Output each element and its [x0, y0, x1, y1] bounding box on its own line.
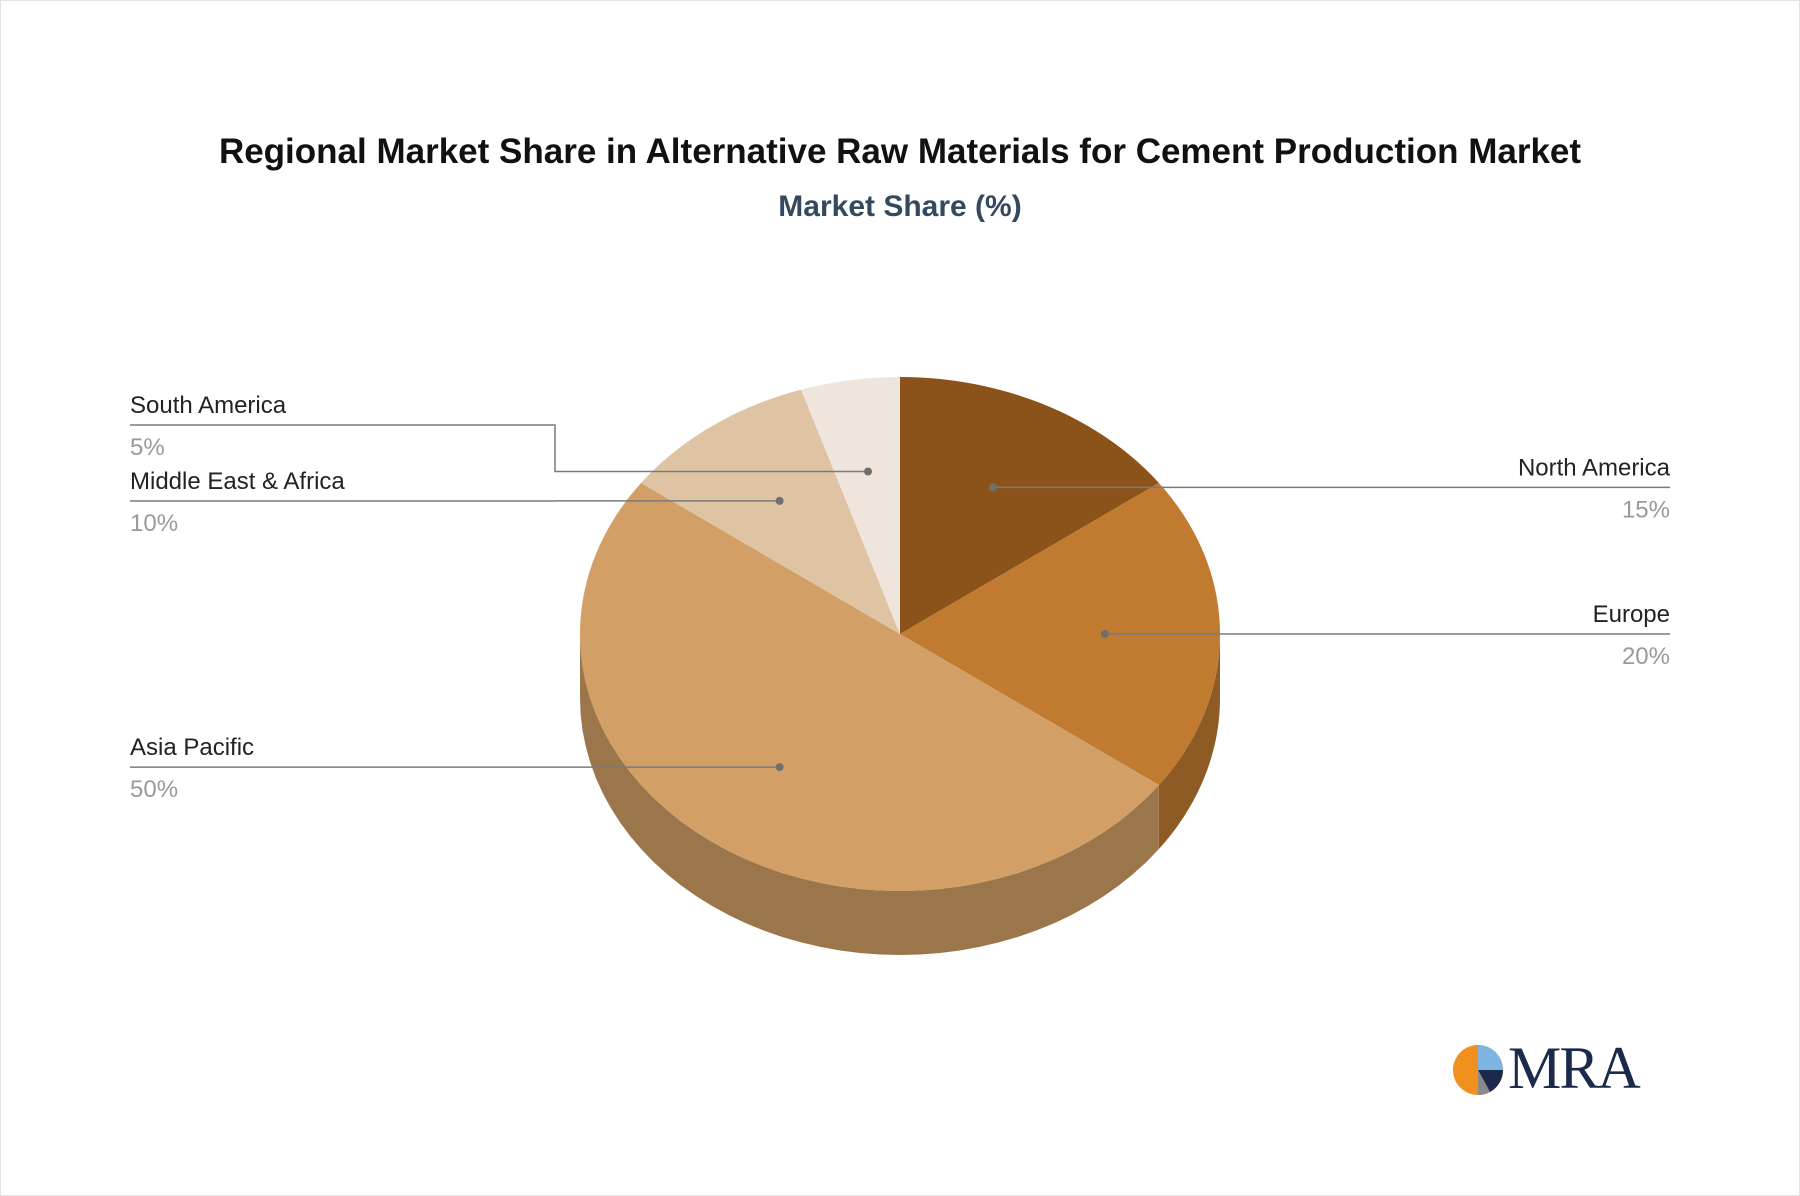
category-label-asia-pacific: Asia Pacific [130, 734, 254, 761]
pie-slice-asia-pacific[interactable] [580, 482, 1159, 891]
pie-slice-side-asia-pacific [580, 634, 1159, 955]
mra-logo: MRA [1450, 1035, 1641, 1101]
leader-line-south-america [130, 424, 868, 473]
logo-pie-icon [1453, 1045, 1504, 1096]
value-label-south-america: 5% [130, 434, 165, 461]
pie-slice-middle-east-africa[interactable] [641, 389, 900, 634]
chart-subtitle: Market Share (%) [778, 190, 1022, 223]
value-label-middle-east-africa: 10% [130, 510, 178, 537]
category-label-europe: Europe [1593, 601, 1670, 628]
chart-title: Regional Market Share in Alternative Raw… [218, 132, 1582, 171]
pie-slice-europe[interactable] [900, 482, 1220, 786]
pie-slice-south-america[interactable] [801, 377, 900, 634]
pie-slice-north-america[interactable] [900, 377, 1159, 634]
value-label-asia-pacific: 50% [130, 776, 178, 803]
category-label-north-america: North America [1518, 454, 1671, 481]
category-label-south-america: South America [130, 392, 287, 419]
leader-dot-north-america [989, 483, 997, 492]
value-label-europe: 20% [1622, 643, 1670, 670]
pie-depth-layer [580, 634, 1220, 955]
value-label-north-america: 15% [1622, 496, 1670, 523]
logo-text: MRA [1508, 1035, 1641, 1101]
pie-top-layer [580, 377, 1220, 891]
leader-dot-europe [1100, 630, 1109, 638]
pie-label-layer: North America 15% Europe 20% Asia Pacific 50%… [130, 392, 1671, 803]
pie-slice-side-europe [1158, 634, 1220, 850]
leader-dot-asia-pacific [775, 763, 784, 772]
leader-dot-middle-east-africa [775, 496, 784, 505]
leader-dot-south-america [864, 467, 872, 476]
category-label-middle-east-africa: Middle East & Africa [130, 468, 345, 495]
